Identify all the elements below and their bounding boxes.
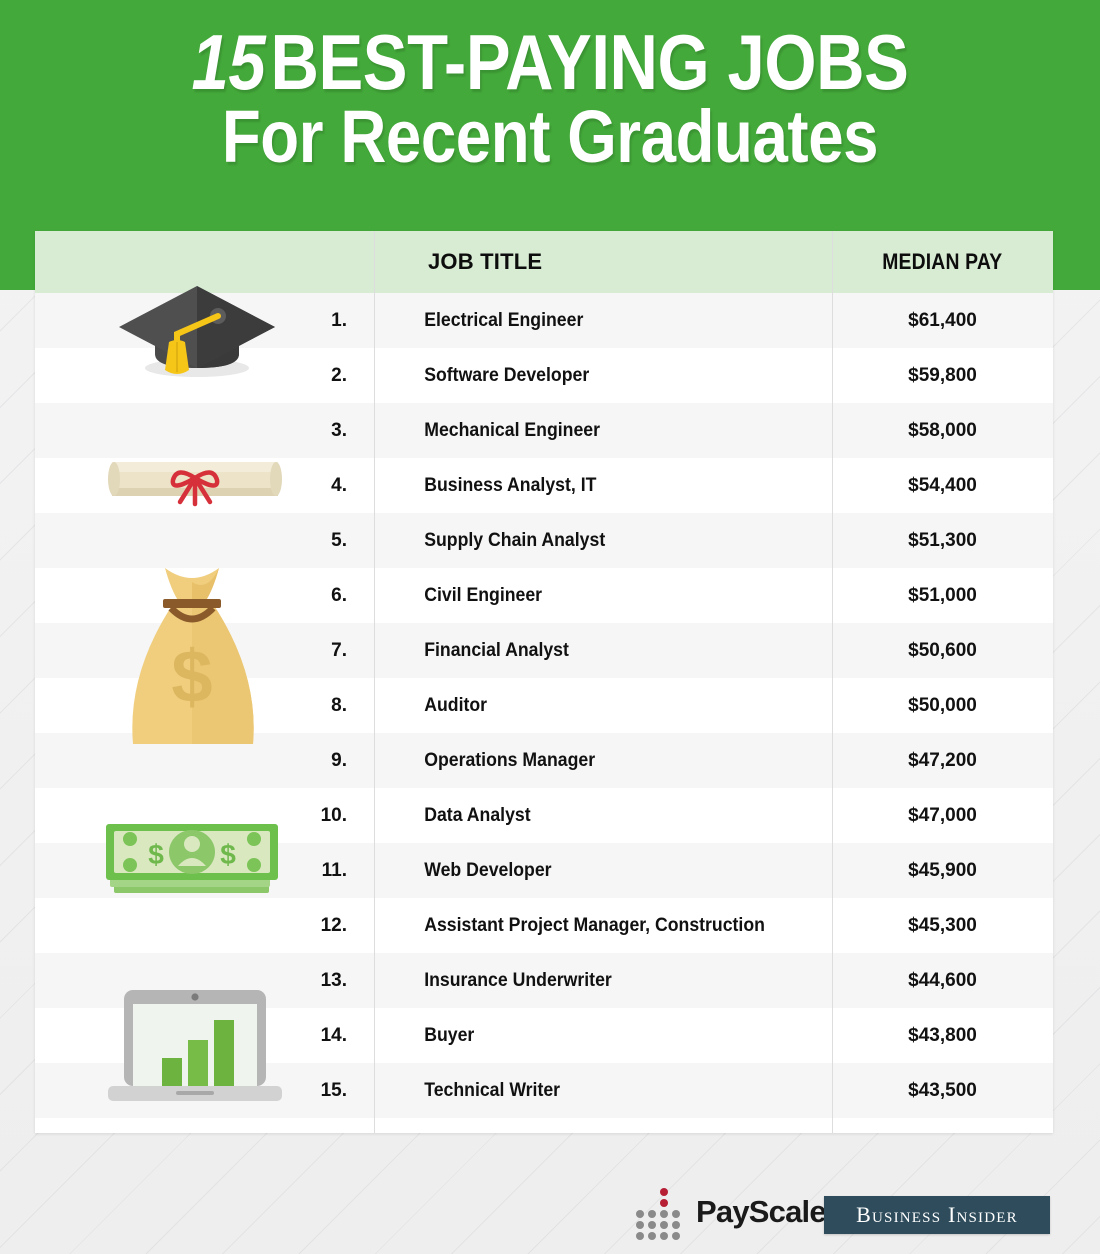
row-job-title: Operations Manager: [424, 749, 596, 771]
column-divider-pay: [832, 231, 833, 1133]
table-row: 14. Buyer $43,800: [35, 1008, 1053, 1063]
row-median-pay: $51,000: [908, 584, 977, 606]
payscale-logo: PayScale: [636, 1188, 827, 1240]
payscale-dot: [648, 1210, 656, 1218]
table-header-row: JOB TITLE MEDIAN PAY: [35, 231, 1053, 293]
table-row: 2. Software Developer $59,800: [35, 348, 1053, 403]
payscale-dot: [636, 1232, 644, 1240]
row-median-pay: $43,500: [908, 1079, 977, 1101]
row-median-pay: $45,900: [908, 859, 977, 881]
payscale-dot: [648, 1221, 656, 1229]
table-header-job-title: JOB TITLE: [374, 249, 832, 275]
column-divider-rank: [374, 231, 375, 1133]
row-job-title: Electrical Engineer: [424, 309, 584, 331]
table-row: 12. Assistant Project Manager, Constructi…: [35, 898, 1053, 953]
row-rank: 7.: [331, 639, 347, 661]
row-job-title: Software Developer: [424, 364, 590, 386]
title-line-primary: 15BEST-PAYING JOBS: [77, 23, 1023, 101]
row-rank: 8.: [331, 694, 347, 716]
payscale-accent-dot: [660, 1188, 668, 1196]
row-job-title: Civil Engineer: [424, 584, 543, 606]
row-rank: 3.: [331, 419, 347, 441]
title-line-secondary: For Recent Graduates: [221, 94, 879, 178]
row-job-title: Business Analyst, IT: [424, 474, 597, 496]
table-row: 9. Operations Manager $47,200: [35, 733, 1053, 788]
payscale-dot: [660, 1210, 668, 1218]
row-job-title: Insurance Underwriter: [424, 969, 612, 991]
row-median-pay: $45,300: [908, 914, 977, 936]
payscale-dot: [660, 1221, 668, 1229]
payscale-dot: [636, 1221, 644, 1229]
table-row: 10. Data Analyst $47,000: [35, 788, 1053, 843]
payscale-dot: [636, 1210, 644, 1218]
payscale-dot: [672, 1221, 680, 1229]
row-median-pay: $50,000: [908, 694, 977, 716]
table-row: 8. Auditor $50,000: [35, 678, 1053, 733]
row-rank: 11.: [321, 859, 347, 881]
row-job-title: Mechanical Engineer: [424, 419, 601, 441]
row-rank: 5.: [331, 529, 347, 551]
row-median-pay: $54,400: [908, 474, 977, 496]
table-row: 6. Civil Engineer $51,000: [35, 568, 1053, 623]
title-rest: BEST-PAYING JOBS: [270, 18, 909, 106]
payscale-dot: [648, 1232, 656, 1240]
row-median-pay: $44,600: [908, 969, 977, 991]
median-pay-header-label: MEDIAN PAY: [882, 249, 1003, 274]
footer: [0, 1134, 1100, 1254]
table-row: 15. Technical Writer $43,500: [35, 1063, 1053, 1118]
jobs-table: JOB TITLE MEDIAN PAY 1. Electrical Engine…: [35, 231, 1053, 1133]
row-job-title: Supply Chain Analyst: [424, 529, 606, 551]
row-rank: 2.: [331, 364, 347, 386]
table-row: 1. Electrical Engineer $61,400: [35, 293, 1053, 348]
row-rank: 12.: [320, 914, 347, 936]
row-median-pay: $51,300: [908, 529, 977, 551]
row-rank: 15.: [320, 1079, 347, 1101]
row-median-pay: $47,200: [908, 749, 977, 771]
row-rank: 9.: [331, 749, 347, 771]
row-median-pay: $50,600: [908, 639, 977, 661]
page-title: 15BEST-PAYING JOBS For Recent Graduates: [0, 23, 1100, 178]
row-job-title: Financial Analyst: [424, 639, 569, 661]
row-median-pay: $59,800: [908, 364, 977, 386]
row-job-title: Auditor: [424, 694, 488, 716]
row-job-title: Technical Writer: [424, 1079, 561, 1101]
table-body: 1. Electrical Engineer $61,400 2. Software D…: [35, 293, 1053, 1118]
row-rank: 1.: [331, 309, 347, 331]
row-job-title: Data Analyst: [424, 804, 531, 826]
table-row: 11. Web Developer $45,900: [35, 843, 1053, 898]
table-row: 3. Mechanical Engineer $58,000: [35, 403, 1053, 458]
row-median-pay: $47,000: [908, 804, 977, 826]
payscale-accent-dot: [660, 1199, 668, 1207]
row-median-pay: $61,400: [908, 309, 977, 331]
row-rank: 14.: [320, 1024, 347, 1046]
row-job-title: Buyer: [424, 1024, 475, 1046]
table-row: 7. Financial Analyst $50,600: [35, 623, 1053, 678]
payscale-wordmark: PayScale: [696, 1194, 827, 1229]
row-rank: 6.: [331, 584, 347, 606]
job-title-header-label: JOB TITLE: [428, 249, 543, 274]
table-header-median-pay: MEDIAN PAY: [832, 249, 1053, 275]
payscale-dot: [660, 1232, 668, 1240]
row-rank: 10.: [320, 804, 347, 826]
row-job-title: Assistant Project Manager, Construction: [424, 914, 765, 936]
header-band: 15BEST-PAYING JOBS For Recent Graduates: [0, 0, 1100, 290]
payscale-dot-grid-icon: [636, 1188, 688, 1240]
table-row: 13. Insurance Underwriter $44,600: [35, 953, 1053, 1008]
title-number: 15: [191, 18, 266, 106]
business-insider-wordmark: Business Insider: [856, 1202, 1018, 1227]
row-job-title: Web Developer: [424, 859, 552, 881]
table-row: 5. Supply Chain Analyst $51,300: [35, 513, 1053, 568]
payscale-dot: [672, 1232, 680, 1240]
business-insider-logo: Business Insider: [824, 1196, 1050, 1234]
payscale-dot: [672, 1210, 680, 1218]
row-rank: 13.: [320, 969, 347, 991]
table-row: 4. Business Analyst, IT $54,400: [35, 458, 1053, 513]
row-median-pay: $43,800: [908, 1024, 977, 1046]
row-median-pay: $58,000: [908, 419, 977, 441]
row-rank: 4.: [331, 474, 347, 496]
